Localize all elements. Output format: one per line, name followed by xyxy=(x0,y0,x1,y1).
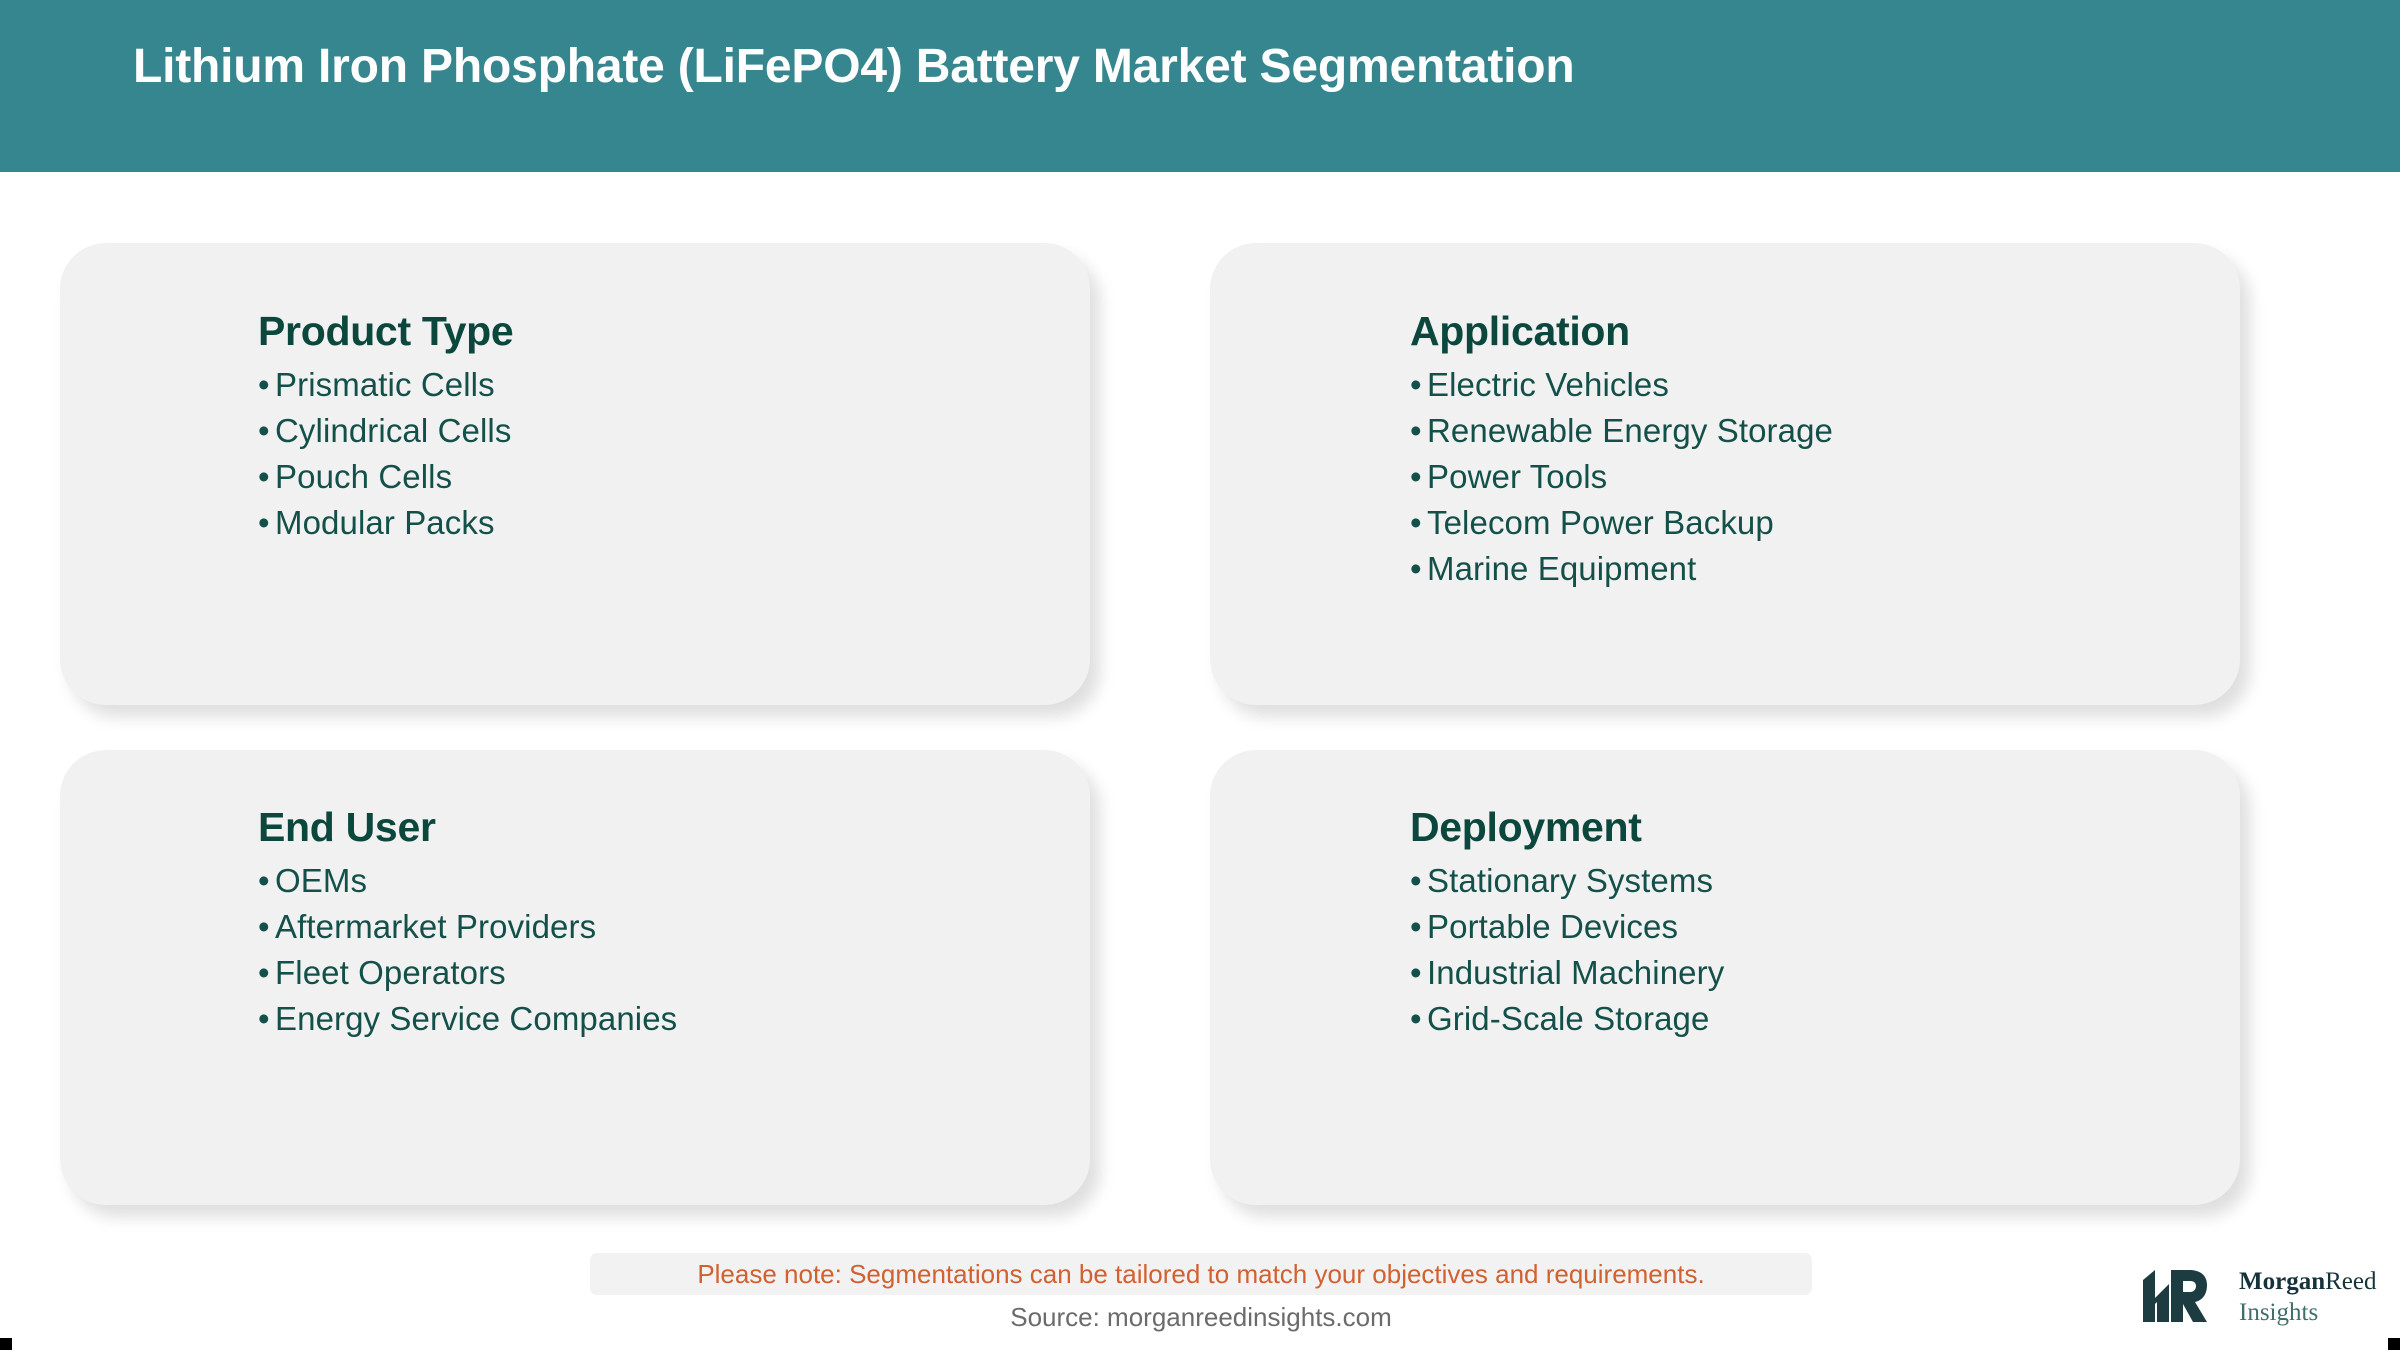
bullet-icon: • xyxy=(258,458,270,495)
bullet-icon: • xyxy=(1410,458,1422,495)
bullet-icon: • xyxy=(1410,412,1422,449)
list-item-label: OEMs xyxy=(275,862,368,899)
list-item: • Telecom Power Backup xyxy=(1410,500,2200,546)
list-item: • Marine Equipment xyxy=(1410,546,2200,592)
bullet-icon: • xyxy=(1410,862,1422,899)
list-item: • Modular Packs xyxy=(258,500,1050,546)
logo-word-reed: Reed xyxy=(2325,1268,2377,1295)
list-item-label: Pouch Cells xyxy=(275,458,453,495)
list-item: • Renewable Energy Storage xyxy=(1410,408,2200,454)
list-item-label: Stationary Systems xyxy=(1427,862,1714,899)
bullet-icon: • xyxy=(1410,1000,1422,1037)
list-item: • Cylindrical Cells xyxy=(258,408,1050,454)
list-item: • Aftermarket Providers xyxy=(258,904,1050,950)
bullet-icon: • xyxy=(1410,954,1422,991)
logo-word-morgan: Morgan xyxy=(2239,1268,2326,1295)
list-item: • OEMs xyxy=(258,858,1050,904)
list-item: • Energy Service Companies xyxy=(258,996,1050,1042)
page-header: Lithium Iron Phosphate (LiFePO4) Battery… xyxy=(0,0,2400,172)
list-item-label: Grid-Scale Storage xyxy=(1427,1000,1710,1037)
corner-artifact-right xyxy=(2388,1338,2400,1350)
card-list-application: • Electric Vehicles • Renewable Energy Sto… xyxy=(1410,362,2200,592)
list-item: • Electric Vehicles xyxy=(1410,362,2200,408)
logo-tagline: Insights xyxy=(2239,1299,2319,1326)
list-item: • Portable Devices xyxy=(1410,904,2200,950)
bullet-icon: • xyxy=(258,366,270,403)
list-item-label: Energy Service Companies xyxy=(275,1000,678,1037)
card-heading-deployment: Deployment xyxy=(1410,804,1642,850)
bullet-icon: • xyxy=(1410,504,1422,541)
card-content: Product Type • Prismatic Cells • Cylindric… xyxy=(258,306,1050,546)
mr-monogram-icon xyxy=(2141,1268,2231,1324)
list-item: • Industrial Machinery xyxy=(1410,950,2200,996)
segment-card-application: Application • Electric Vehicles • Renewabl… xyxy=(1210,243,2240,705)
list-item-label: Cylindrical Cells xyxy=(275,412,512,449)
list-item-label: Electric Vehicles xyxy=(1427,366,1669,403)
card-list-product-type: • Prismatic Cells • Cylindrical Cells • Pou… xyxy=(258,362,1050,546)
bullet-icon: • xyxy=(258,862,270,899)
list-item: • Power Tools xyxy=(1410,454,2200,500)
list-item-label: Marine Equipment xyxy=(1427,550,1697,587)
bullet-icon: • xyxy=(258,504,270,541)
list-item: • Fleet Operators xyxy=(258,950,1050,996)
bullet-icon: • xyxy=(1410,366,1422,403)
corner-artifact-left xyxy=(0,1338,12,1350)
list-item-label: Power Tools xyxy=(1427,458,1608,495)
brand-logo: MorganReed Insights xyxy=(2141,1266,2376,1328)
card-heading-application: Application xyxy=(1410,308,1630,354)
segmentation-card-grid: Product Type • Prismatic Cells • Cylindric… xyxy=(60,243,2240,1205)
card-heading-end-user: End User xyxy=(258,804,436,850)
list-item: • Pouch Cells xyxy=(258,454,1050,500)
list-item-label: Prismatic Cells xyxy=(275,366,495,403)
source-text: Source: morganreedinsights.com xyxy=(1010,1302,1392,1332)
logo-wordmark: MorganReed Insights xyxy=(2239,1266,2379,1328)
card-list-end-user: • OEMs • Aftermarket Providers • Fleet Oper… xyxy=(258,858,1050,1042)
list-item: • Grid-Scale Storage xyxy=(1410,996,2200,1042)
bullet-icon: • xyxy=(258,1000,270,1037)
list-item-label: Telecom Power Backup xyxy=(1427,504,1774,541)
list-item-label: Portable Devices xyxy=(1427,908,1679,945)
bullet-icon: • xyxy=(1410,550,1422,587)
bullet-icon: • xyxy=(1410,908,1422,945)
card-heading-product-type: Product Type xyxy=(258,308,514,354)
list-item-label: Renewable Energy Storage xyxy=(1427,412,1833,449)
note-banner: Please note: Segmentations can be tailor… xyxy=(590,1253,1812,1295)
bullet-icon: • xyxy=(258,954,270,991)
list-item-label: Fleet Operators xyxy=(275,954,506,991)
logo-company-name: MorganReed xyxy=(2239,1266,2379,1297)
list-item: • Stationary Systems xyxy=(1410,858,2200,904)
page-title: Lithium Iron Phosphate (LiFePO4) Battery… xyxy=(133,40,1575,93)
card-content: End User • OEMs • Aftermarket Providers • F… xyxy=(258,802,1050,1042)
card-content: Application • Electric Vehicles • Renewabl… xyxy=(1410,306,2200,592)
segment-card-end-user: End User • OEMs • Aftermarket Providers • F… xyxy=(60,750,1090,1205)
list-item-label: Modular Packs xyxy=(275,504,495,541)
card-list-deployment: • Stationary Systems • Portable Devices • I… xyxy=(1410,858,2200,1042)
card-content: Deployment • Stationary Systems • Portable… xyxy=(1410,802,2200,1042)
note-text: Please note: Segmentations can be tailor… xyxy=(697,1259,1705,1289)
list-item-label: Aftermarket Providers xyxy=(275,908,597,945)
segment-card-product-type: Product Type • Prismatic Cells • Cylindric… xyxy=(60,243,1090,705)
bullet-icon: • xyxy=(258,412,270,449)
list-item-label: Industrial Machinery xyxy=(1427,954,1725,991)
list-item: • Prismatic Cells xyxy=(258,362,1050,408)
bullet-icon: • xyxy=(258,908,270,945)
segment-card-deployment: Deployment • Stationary Systems • Portable… xyxy=(1210,750,2240,1205)
